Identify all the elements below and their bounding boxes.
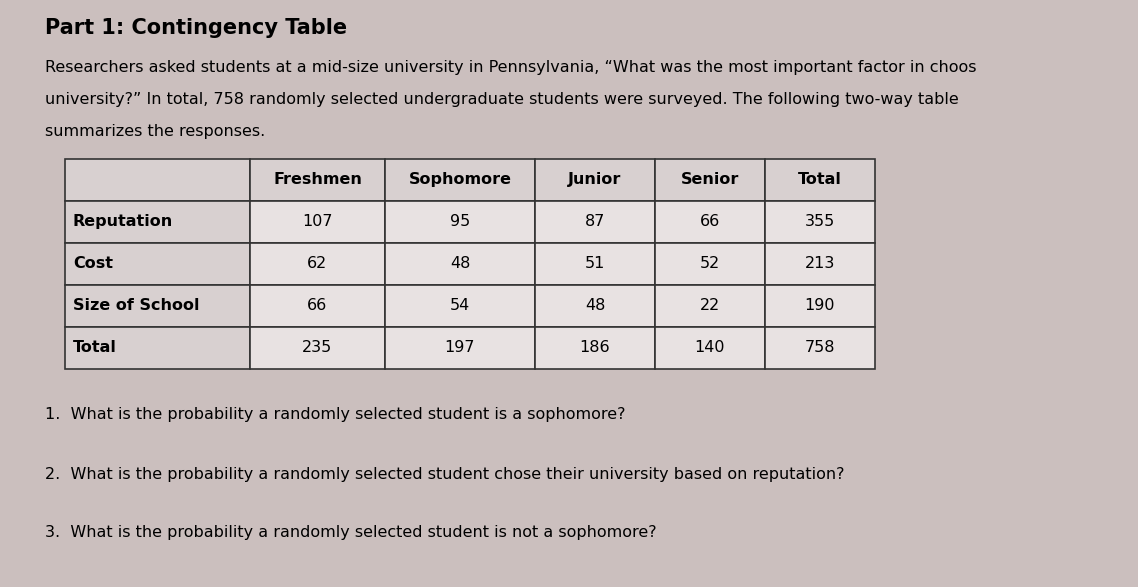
Text: Part 1: Contingency Table: Part 1: Contingency Table xyxy=(46,18,347,38)
Text: 186: 186 xyxy=(579,340,610,356)
Bar xyxy=(535,159,655,201)
Bar xyxy=(385,327,535,369)
Bar xyxy=(535,285,655,327)
Bar xyxy=(250,201,385,243)
Text: 197: 197 xyxy=(445,340,476,356)
Bar xyxy=(535,327,655,369)
Text: university?” In total, 758 randomly selected undergraduate students were surveye: university?” In total, 758 randomly sele… xyxy=(46,92,958,107)
Bar xyxy=(65,285,250,327)
Bar xyxy=(250,243,385,285)
Text: Junior: Junior xyxy=(568,173,621,187)
Text: 62: 62 xyxy=(307,257,328,272)
Text: Freshmen: Freshmen xyxy=(273,173,362,187)
Text: 235: 235 xyxy=(303,340,332,356)
Bar xyxy=(385,159,535,201)
Text: Cost: Cost xyxy=(73,257,113,272)
Text: 3.  What is the probability a randomly selected student is not a sophomore?: 3. What is the probability a randomly se… xyxy=(46,525,657,540)
Bar xyxy=(250,327,385,369)
Text: 22: 22 xyxy=(700,299,720,313)
Bar xyxy=(385,285,535,327)
Text: 140: 140 xyxy=(695,340,725,356)
Text: 758: 758 xyxy=(805,340,835,356)
Bar xyxy=(65,327,250,369)
Bar xyxy=(765,243,875,285)
Bar xyxy=(765,327,875,369)
Text: Researchers asked students at a mid-size university in Pennsylvania, “What was t: Researchers asked students at a mid-size… xyxy=(46,60,976,75)
Text: 66: 66 xyxy=(307,299,328,313)
Bar xyxy=(765,285,875,327)
Text: 48: 48 xyxy=(585,299,605,313)
Bar xyxy=(655,159,765,201)
Text: Total: Total xyxy=(73,340,117,356)
Text: summarizes the responses.: summarizes the responses. xyxy=(46,124,265,139)
Bar xyxy=(65,243,250,285)
Text: 190: 190 xyxy=(805,299,835,313)
Bar xyxy=(655,285,765,327)
Text: 52: 52 xyxy=(700,257,720,272)
Text: 54: 54 xyxy=(450,299,470,313)
Bar xyxy=(765,159,875,201)
Text: Senior: Senior xyxy=(681,173,740,187)
Text: Size of School: Size of School xyxy=(73,299,199,313)
Bar xyxy=(250,285,385,327)
Bar xyxy=(65,159,250,201)
Bar xyxy=(655,243,765,285)
Bar xyxy=(535,201,655,243)
Bar xyxy=(655,201,765,243)
Text: Total: Total xyxy=(798,173,842,187)
Text: 95: 95 xyxy=(450,214,470,230)
Bar xyxy=(535,243,655,285)
Bar xyxy=(385,243,535,285)
Bar xyxy=(65,201,250,243)
Bar xyxy=(765,201,875,243)
Text: 355: 355 xyxy=(805,214,835,230)
Bar xyxy=(250,159,385,201)
Text: 1.  What is the probability a randomly selected student is a sophomore?: 1. What is the probability a randomly se… xyxy=(46,407,626,422)
Text: Reputation: Reputation xyxy=(73,214,173,230)
Text: 48: 48 xyxy=(450,257,470,272)
Text: 87: 87 xyxy=(585,214,605,230)
Text: 66: 66 xyxy=(700,214,720,230)
Bar xyxy=(655,327,765,369)
Text: Sophomore: Sophomore xyxy=(409,173,511,187)
Text: 107: 107 xyxy=(303,214,332,230)
Text: 213: 213 xyxy=(805,257,835,272)
Text: 2.  What is the probability a randomly selected student chose their university b: 2. What is the probability a randomly se… xyxy=(46,467,844,482)
Bar xyxy=(385,201,535,243)
Text: 51: 51 xyxy=(585,257,605,272)
